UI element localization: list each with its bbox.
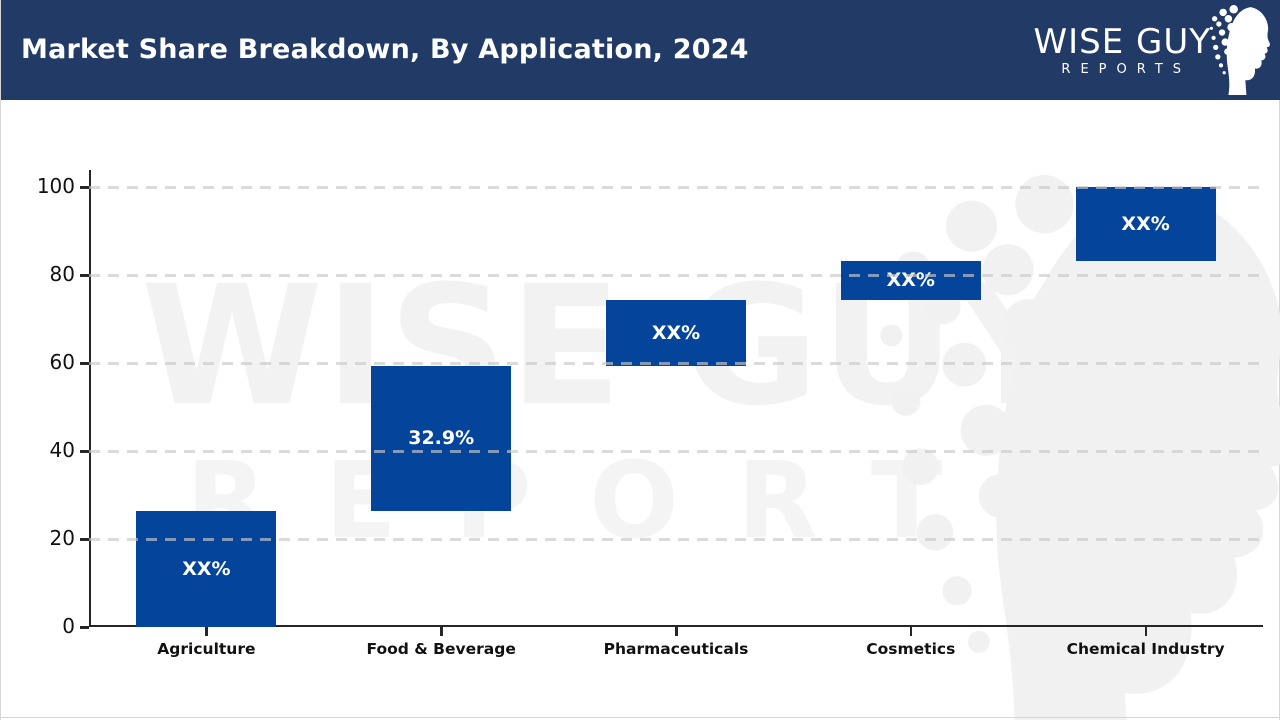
bar-food-beverage: 32.9% <box>371 366 512 511</box>
bar-value-label: 32.9% <box>408 427 475 450</box>
header-bar: Market Share Breakdown, By Application, … <box>1 0 1280 100</box>
bar-cosmetics: XX% <box>840 260 981 301</box>
y-axis-tick <box>80 538 89 541</box>
x-axis-category-label: Chemical Industry <box>1066 640 1225 658</box>
bar-value-label: XX% <box>1121 212 1170 235</box>
y-axis-tick-label: 60 <box>49 350 75 374</box>
y-axis-tick <box>80 450 89 453</box>
plot-axes <box>89 170 1263 627</box>
y-axis-tick-label: 80 <box>49 262 75 286</box>
x-axis-tick <box>909 627 913 636</box>
y-axis-tick <box>80 626 89 629</box>
bar-value-label: XX% <box>182 557 231 580</box>
y-axis-tick-label: 0 <box>62 614 75 638</box>
brand-subtitle: REPORTS <box>1061 61 1192 77</box>
y-axis-tick-label: 20 <box>49 526 75 550</box>
bar-value-label: XX% <box>651 322 701 345</box>
y-axis-tick-label: 100 <box>36 174 75 198</box>
x-axis-category-label: Food & Beverage <box>366 640 516 658</box>
brand-head-icon <box>1207 5 1271 95</box>
x-axis-tick <box>675 627 678 636</box>
y-axis-tick <box>80 186 89 189</box>
brand-name: WISE GUY <box>1033 21 1211 62</box>
x-axis-tick <box>205 627 208 636</box>
y-axis-tick <box>80 274 89 277</box>
brand-logo-text: WISE GUY REPORTS <box>1033 24 1211 77</box>
bar-agriculture: XX% <box>136 510 277 627</box>
x-axis-tick <box>440 627 443 636</box>
brand-logo: WISE GUY REPORTS <box>1033 4 1271 96</box>
y-axis-tick <box>80 362 89 365</box>
x-axis-category-label: Cosmetics <box>866 640 956 658</box>
x-axis-category-label: Agriculture <box>157 640 256 658</box>
bar-value-label: XX% <box>886 269 935 292</box>
bar-chemical-industry: XX% <box>1075 187 1216 261</box>
x-axis-tick <box>1144 627 1148 636</box>
bar-pharmaceuticals: XX% <box>606 300 746 367</box>
chart-title: Market Share Breakdown, By Application, … <box>21 34 749 65</box>
y-axis-tick-label: 40 <box>49 438 75 462</box>
x-axis-category-label: Pharmaceuticals <box>603 640 749 658</box>
